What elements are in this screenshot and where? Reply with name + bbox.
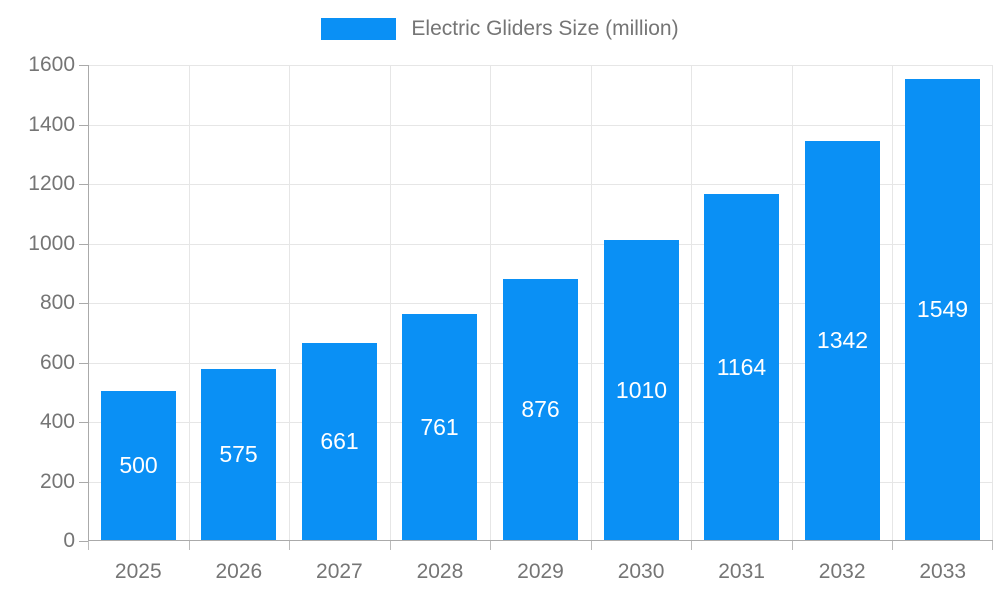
bar-2031[interactable]: 1164	[704, 194, 779, 540]
y-axis-tick-label: 200	[39, 470, 75, 493]
y-axis-line	[88, 65, 89, 541]
bar-value-label: 500	[119, 452, 158, 478]
x-axis-tick-label: 2028	[416, 560, 464, 583]
bar-value-label: 1342	[816, 327, 869, 353]
x-axis-line	[88, 540, 993, 541]
bar-value-label: 1010	[615, 376, 668, 403]
y-axis-tick	[79, 482, 88, 483]
y-axis-tick	[79, 363, 88, 364]
bar-value-label: 661	[320, 428, 359, 454]
bar-2027[interactable]: 661	[302, 343, 377, 540]
x-axis-tick	[892, 541, 893, 550]
bar-2033[interactable]: 1549	[905, 79, 980, 540]
x-axis-tick	[390, 541, 391, 550]
v-gridline	[691, 65, 692, 541]
y-axis-tick	[79, 541, 88, 542]
x-axis-tick	[289, 541, 290, 550]
y-axis-tick	[79, 125, 88, 126]
y-axis-tick	[79, 184, 88, 185]
x-axis-tick	[88, 541, 89, 550]
v-gridline	[892, 65, 893, 541]
y-axis-tick-label: 400	[39, 410, 75, 433]
h-gridline	[88, 244, 993, 245]
v-gridline	[189, 65, 190, 541]
x-axis-tick	[490, 541, 491, 550]
bar-value-label: 575	[219, 441, 258, 467]
v-gridline	[591, 65, 592, 541]
x-axis-tick-label: 2027	[316, 560, 363, 583]
plot-area: 500 575 661 761 876 1010 1164 1342 1549	[88, 65, 993, 541]
y-axis-tick	[79, 65, 88, 66]
v-gridline	[792, 65, 793, 541]
y-axis-tick-label: 1200	[28, 172, 75, 195]
h-gridline	[88, 125, 993, 126]
v-gridline	[490, 65, 491, 541]
bar-2028[interactable]: 761	[402, 314, 477, 540]
bar-2030[interactable]: 1010	[604, 240, 679, 540]
x-axis-tick-label: 2031	[718, 560, 765, 583]
bar-2025[interactable]: 500	[101, 391, 176, 540]
x-axis-tick-label: 2029	[517, 560, 564, 583]
bar-2029[interactable]: 876	[503, 279, 578, 540]
x-axis-tick-label: 2033	[919, 560, 967, 583]
y-axis-tick-label: 600	[39, 351, 75, 374]
y-axis-tick-label: 800	[39, 291, 75, 314]
v-gridline	[289, 65, 290, 541]
x-axis-tick	[691, 541, 692, 550]
bar-value-label: 1549	[916, 296, 969, 322]
bar-value-label: 761	[420, 413, 459, 440]
bar-value-label: 1164	[716, 353, 767, 380]
y-axis-tick	[79, 422, 88, 423]
y-axis-tick-label: 1600	[28, 53, 75, 76]
legend-label: Electric Gliders Size (million)	[411, 17, 679, 40]
bar-2026[interactable]: 575	[201, 369, 276, 540]
h-gridline	[88, 184, 993, 185]
v-gridline	[992, 65, 993, 541]
y-axis-tick	[79, 303, 88, 304]
legend-swatch	[321, 18, 397, 40]
y-axis-tick-label: 0	[63, 529, 75, 552]
y-axis-tick	[79, 244, 88, 245]
x-axis-tick	[992, 541, 993, 550]
x-axis-tick-label: 2026	[215, 560, 263, 583]
h-gridline	[88, 65, 993, 66]
x-axis-tick-label: 2030	[617, 560, 665, 583]
y-axis-tick-label: 1000	[28, 232, 75, 255]
y-axis-tick-label: 1400	[28, 113, 75, 136]
v-gridline	[390, 65, 391, 541]
bar-2032[interactable]: 1342	[805, 141, 880, 540]
x-axis-tick-label: 2025	[114, 560, 162, 583]
x-axis-tick	[189, 541, 190, 550]
bar-value-label: 876	[521, 396, 560, 422]
x-axis-tick-label: 2032	[818, 560, 866, 583]
x-axis-tick	[591, 541, 592, 550]
legend[interactable]: Electric Gliders Size (million)	[0, 18, 1000, 40]
x-axis-tick	[792, 541, 793, 550]
